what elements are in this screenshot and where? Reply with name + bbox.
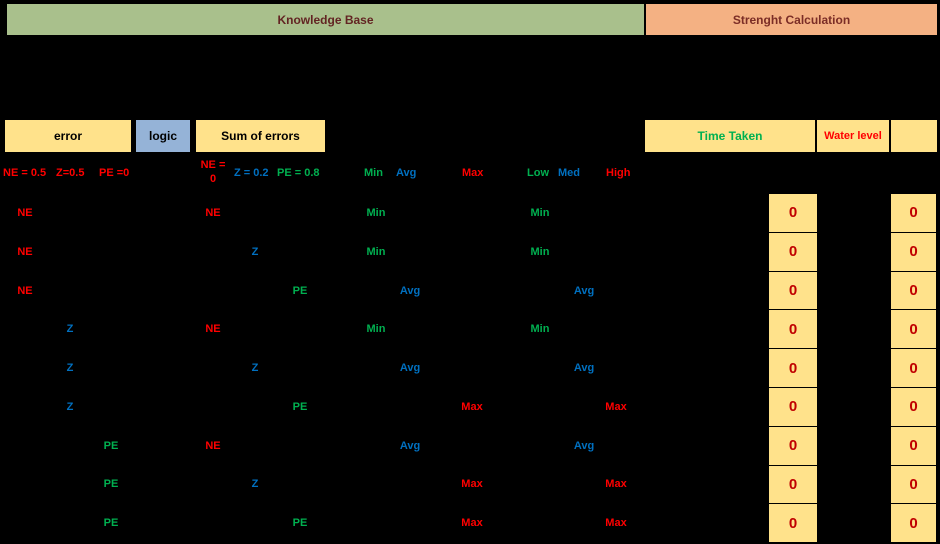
- param-level-high[interactable]: High: [606, 167, 631, 179]
- time-taken-values-column: 0 0 0 0 0 0 0 0 0: [768, 193, 818, 544]
- level-cell[interactable]: Max: [605, 478, 627, 490]
- water-level-cell[interactable]: 0: [890, 270, 937, 311]
- time-taken-column-header: Time Taken: [645, 120, 815, 152]
- logic-cell[interactable]: Z: [251, 246, 259, 258]
- water-level-cell[interactable]: 0: [890, 348, 937, 388]
- rule-row: PE Z Max Max: [0, 465, 645, 504]
- time-taken-cell[interactable]: 0: [768, 503, 818, 544]
- error-cell[interactable]: PE: [103, 478, 119, 490]
- rule-row: Z Z Avg Avg: [0, 349, 645, 388]
- level-cell[interactable]: Max: [605, 401, 627, 413]
- time-taken-cell[interactable]: 0: [768, 309, 818, 350]
- sum-cell[interactable]: Avg: [399, 362, 421, 374]
- water-level-cell[interactable]: 0: [890, 503, 937, 544]
- logic-cell[interactable]: Z: [251, 478, 259, 490]
- logic-cell[interactable]: PE: [292, 401, 308, 413]
- sum-cell[interactable]: Min: [366, 246, 386, 258]
- level-cell[interactable]: Max: [605, 517, 627, 529]
- error-cell[interactable]: NE: [17, 207, 33, 219]
- extra-column-header: [891, 120, 937, 152]
- time-taken-cell[interactable]: 0: [768, 193, 818, 233]
- time-taken-cell[interactable]: 0: [768, 386, 818, 427]
- param-logic-pe[interactable]: PE = 0.8: [277, 167, 320, 179]
- param-level-low[interactable]: Low: [527, 167, 549, 179]
- param-logic-ne[interactable]: NE = 0: [200, 159, 226, 185]
- time-taken-cell[interactable]: 0: [768, 231, 818, 272]
- strength-calculation-header: Strenght Calculation: [646, 4, 937, 35]
- rule-row: PE NE Avg Avg: [0, 427, 645, 466]
- sum-cell[interactable]: Min: [366, 323, 386, 335]
- level-cell[interactable]: Avg: [573, 362, 595, 374]
- sum-cell[interactable]: Max: [461, 517, 483, 529]
- rule-row: Z NE Min Min: [0, 310, 645, 349]
- logic-column-header: logic: [136, 120, 190, 152]
- level-cell[interactable]: Avg: [573, 285, 595, 297]
- water-level-cell[interactable]: 0: [890, 425, 937, 466]
- water-level-values-column: 0 0 0 0 0 0 0 0 0: [890, 193, 937, 544]
- water-level-cell[interactable]: 0: [890, 231, 937, 272]
- param-logic-z[interactable]: Z = 0.2: [234, 167, 269, 179]
- param-sum-avg[interactable]: Avg: [396, 167, 417, 179]
- logic-cell[interactable]: NE: [205, 440, 221, 452]
- water-level-cell[interactable]: 0: [890, 386, 937, 427]
- rule-row: NE PE Avg Avg: [0, 272, 645, 311]
- logic-cell[interactable]: PE: [292, 517, 308, 529]
- time-taken-cell[interactable]: 0: [768, 348, 818, 388]
- sum-cell[interactable]: Avg: [399, 285, 421, 297]
- level-cell[interactable]: Avg: [573, 440, 595, 452]
- param-error-z[interactable]: Z=0.5: [56, 167, 85, 179]
- param-error-ne[interactable]: NE = 0.5: [3, 167, 47, 179]
- rule-row: NE NE Min Min: [0, 194, 645, 233]
- sum-cell[interactable]: Max: [461, 401, 483, 413]
- sum-cell[interactable]: Max: [461, 478, 483, 490]
- error-cell[interactable]: NE: [17, 246, 33, 258]
- water-level-cell[interactable]: 0: [890, 193, 937, 233]
- rule-row: NE Z Min Min: [0, 233, 645, 272]
- error-cell[interactable]: PE: [103, 440, 119, 452]
- error-cell[interactable]: NE: [17, 285, 33, 297]
- error-cell[interactable]: Z: [66, 401, 74, 413]
- logic-cell[interactable]: NE: [205, 323, 221, 335]
- rule-row: Z PE Max Max: [0, 388, 645, 427]
- logic-cell[interactable]: PE: [292, 285, 308, 297]
- water-level-column-header: Water level: [817, 120, 889, 152]
- knowledge-base-header: Knowledge Base: [7, 4, 644, 35]
- logic-cell[interactable]: NE: [205, 207, 221, 219]
- param-sum-min[interactable]: Min: [364, 167, 383, 179]
- error-column-header: error: [5, 120, 131, 152]
- error-cell[interactable]: Z: [66, 362, 74, 374]
- level-cell[interactable]: Min: [530, 246, 550, 258]
- sum-cell[interactable]: Min: [366, 207, 386, 219]
- rule-row: PE PE Max Max: [0, 504, 645, 543]
- error-cell[interactable]: Z: [66, 323, 74, 335]
- time-taken-cell[interactable]: 0: [768, 464, 818, 505]
- param-error-pe[interactable]: PE =0: [99, 167, 130, 179]
- param-level-med[interactable]: Med: [558, 167, 580, 179]
- water-level-cell[interactable]: 0: [890, 309, 937, 350]
- time-taken-cell[interactable]: 0: [768, 270, 818, 311]
- level-cell[interactable]: Min: [530, 207, 550, 219]
- sum-cell[interactable]: Avg: [399, 440, 421, 452]
- water-level-cell[interactable]: 0: [890, 464, 937, 505]
- time-taken-cell[interactable]: 0: [768, 425, 818, 466]
- param-sum-max[interactable]: Max: [462, 167, 484, 179]
- level-cell[interactable]: Min: [530, 323, 550, 335]
- error-cell[interactable]: PE: [103, 517, 119, 529]
- sum-of-errors-column-header: Sum of errors: [196, 120, 325, 152]
- logic-cell[interactable]: Z: [251, 362, 259, 374]
